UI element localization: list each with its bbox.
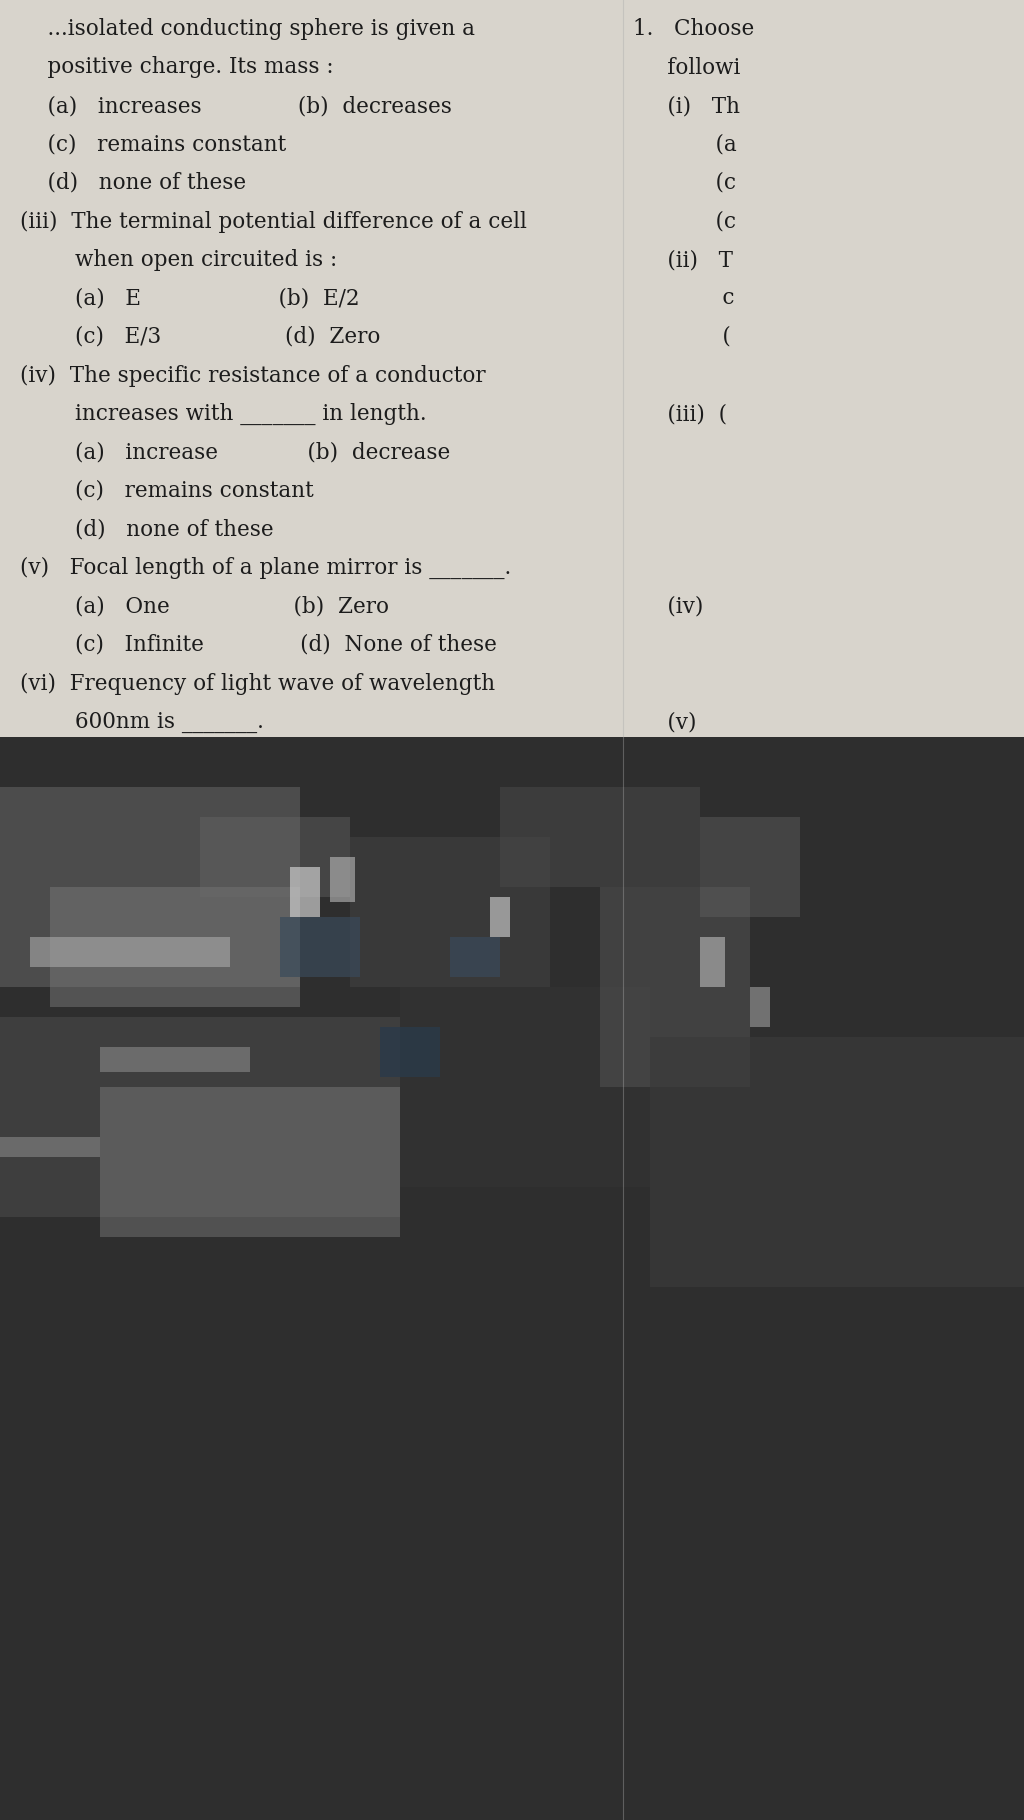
Text: increases with _______ in length.: increases with _______ in length.	[20, 402, 427, 426]
Text: (c: (c	[633, 173, 735, 195]
Bar	[330, 857, 355, 903]
Text: 600nm is _______.: 600nm is _______.	[20, 712, 340, 733]
Bar	[350, 837, 550, 986]
Text: followi: followi	[633, 56, 740, 78]
Text: (ii)   T: (ii) T	[633, 249, 732, 271]
Text: (c)   E/3                  (d)  Zero: (c) E/3 (d) Zero	[20, 326, 380, 348]
Text: c: c	[633, 288, 734, 309]
Text: when open circuited is :: when open circuited is :	[20, 249, 337, 271]
Text: (a)   One                  (b)  Zero: (a) One (b) Zero	[20, 595, 389, 617]
Text: (c)   remains constant: (c) remains constant	[20, 480, 313, 502]
Bar	[750, 986, 770, 1026]
Bar	[600, 886, 750, 1087]
Text: (d)   none of these: (d) none of these	[20, 519, 273, 541]
Bar	[700, 817, 800, 917]
Bar	[50, 886, 300, 1006]
Bar	[490, 897, 510, 937]
Bar	[380, 1026, 440, 1077]
Bar	[700, 937, 725, 986]
Bar	[400, 986, 650, 1187]
Text: (vi)  Frequency of light wave of wavelength: (vi) Frequency of light wave of waveleng…	[20, 673, 496, 695]
Text: (d)   none of these: (d) none of these	[20, 173, 246, 195]
Text: (iii)  (: (iii) (	[633, 402, 727, 426]
Text: (i)   Th: (i) Th	[633, 95, 739, 116]
Text: positive charge. Its mass :: positive charge. Its mass :	[20, 56, 334, 78]
Bar	[0, 737, 1024, 1820]
Bar	[30, 937, 230, 966]
Text: (: (	[633, 326, 730, 348]
Text: ...isolated conducting sphere is given a: ...isolated conducting sphere is given a	[20, 18, 475, 40]
Text: (a)   increases              (b)  decreases: (a) increases (b) decreases	[20, 95, 452, 116]
Text: (v): (v)	[633, 712, 696, 733]
Bar	[0, 1017, 400, 1218]
Bar	[0, 786, 300, 986]
Bar	[200, 817, 350, 897]
Text: (iv): (iv)	[633, 595, 702, 617]
Text: (c: (c	[633, 211, 735, 233]
Bar	[100, 1087, 400, 1238]
Text: (v)   Focal length of a plane mirror is _______.: (v) Focal length of a plane mirror is __…	[20, 557, 511, 579]
Text: (iii)  The terminal potential difference of a cell: (iii) The terminal potential difference …	[20, 211, 527, 233]
Bar	[650, 1037, 1024, 1287]
Text: 1.   Choose: 1. Choose	[633, 18, 754, 40]
Text: (c)   Infinite              (d)  None of these: (c) Infinite (d) None of these	[20, 633, 497, 655]
Text: (a)   E                    (b)  E/2: (a) E (b) E/2	[20, 288, 359, 309]
Bar	[290, 866, 319, 917]
Text: (a: (a	[633, 133, 736, 155]
Text: (a)   increase             (b)  decrease: (a) increase (b) decrease	[20, 442, 451, 464]
Bar	[0, 1138, 100, 1158]
Bar	[500, 786, 700, 886]
Bar	[100, 1046, 250, 1072]
Bar	[450, 937, 500, 977]
Bar	[280, 917, 360, 977]
Text: (iv)  The specific resistance of a conductor: (iv) The specific resistance of a conduc…	[20, 364, 485, 386]
Text: (c)   remains constant: (c) remains constant	[20, 133, 287, 155]
